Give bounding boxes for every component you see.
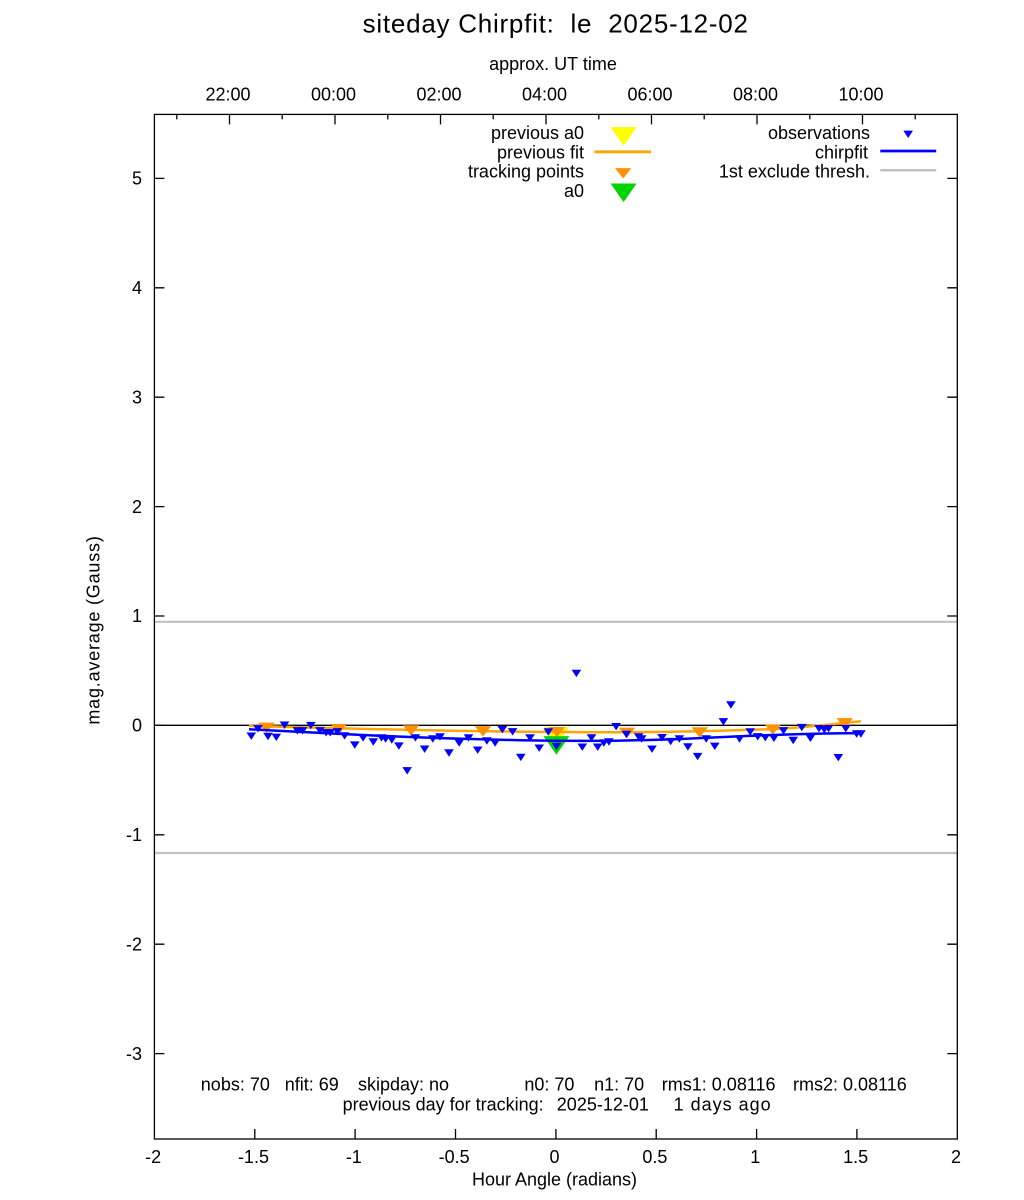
svg-text:1 days ago: 1 days ago — [674, 1094, 772, 1114]
svg-text:chirpfit: chirpfit — [815, 142, 868, 162]
svg-text:4: 4 — [132, 278, 142, 298]
svg-text:0: 0 — [132, 716, 142, 736]
svg-text:mag.average (Gauss): mag.average (Gauss) — [84, 535, 104, 724]
svg-text:02:00: 02:00 — [416, 84, 461, 104]
svg-text:-2: -2 — [145, 1147, 161, 1167]
svg-text:08:00: 08:00 — [733, 84, 778, 104]
svg-text:a0: a0 — [564, 181, 584, 201]
svg-text:04:00: 04:00 — [522, 84, 567, 104]
svg-text:nobs: 70: nobs: 70 — [201, 1075, 270, 1095]
svg-text:-2: -2 — [126, 934, 142, 954]
svg-text:siteday Chirpfit: le 2025-12: siteday Chirpfit: le 2025-12-02 — [363, 8, 749, 38]
svg-text:-0.5: -0.5 — [439, 1147, 470, 1167]
svg-text:5: 5 — [132, 169, 142, 189]
svg-text:observations: observations — [768, 123, 870, 143]
svg-text:rms2: 0.08116: rms2: 0.08116 — [793, 1075, 907, 1095]
svg-text:previous a0: previous a0 — [491, 123, 584, 143]
svg-text:tracking points: tracking points — [468, 162, 584, 182]
svg-text:0.5: 0.5 — [642, 1147, 667, 1167]
svg-text:-1.5: -1.5 — [238, 1147, 269, 1167]
svg-text:n1: 70: n1: 70 — [594, 1075, 644, 1095]
svg-text:22:00: 22:00 — [205, 84, 250, 104]
svg-text:2: 2 — [951, 1147, 961, 1167]
svg-text:-1: -1 — [346, 1147, 362, 1167]
svg-text:1.5: 1.5 — [843, 1147, 868, 1167]
svg-text:approx. UT time: approx. UT time — [489, 54, 617, 74]
svg-text:previous fit: previous fit — [497, 142, 584, 162]
svg-text:0: 0 — [550, 1147, 560, 1167]
svg-text:1: 1 — [132, 606, 142, 626]
svg-text:-3: -3 — [126, 1044, 142, 1064]
svg-text:nfit: 69: nfit: 69 — [285, 1075, 339, 1095]
svg-text:previous day for tracking:: previous day for tracking: — [343, 1094, 544, 1114]
svg-text:-1: -1 — [126, 825, 142, 845]
svg-text:1st exclude thresh.: 1st exclude thresh. — [719, 162, 870, 182]
svg-text:rms1: 0.08116: rms1: 0.08116 — [662, 1075, 776, 1095]
svg-text:2025-12-01: 2025-12-01 — [557, 1094, 649, 1114]
svg-text:3: 3 — [132, 387, 142, 407]
svg-text:2: 2 — [132, 497, 142, 517]
svg-text:06:00: 06:00 — [627, 84, 672, 104]
svg-text:10:00: 10:00 — [838, 84, 883, 104]
svg-text:skipday: no: skipday: no — [358, 1075, 449, 1095]
svg-text:Hour Angle (radians): Hour Angle (radians) — [472, 1170, 637, 1190]
svg-text:1: 1 — [750, 1147, 760, 1167]
svg-text:00:00: 00:00 — [311, 84, 356, 104]
svg-text:n0: 70: n0: 70 — [524, 1075, 574, 1095]
